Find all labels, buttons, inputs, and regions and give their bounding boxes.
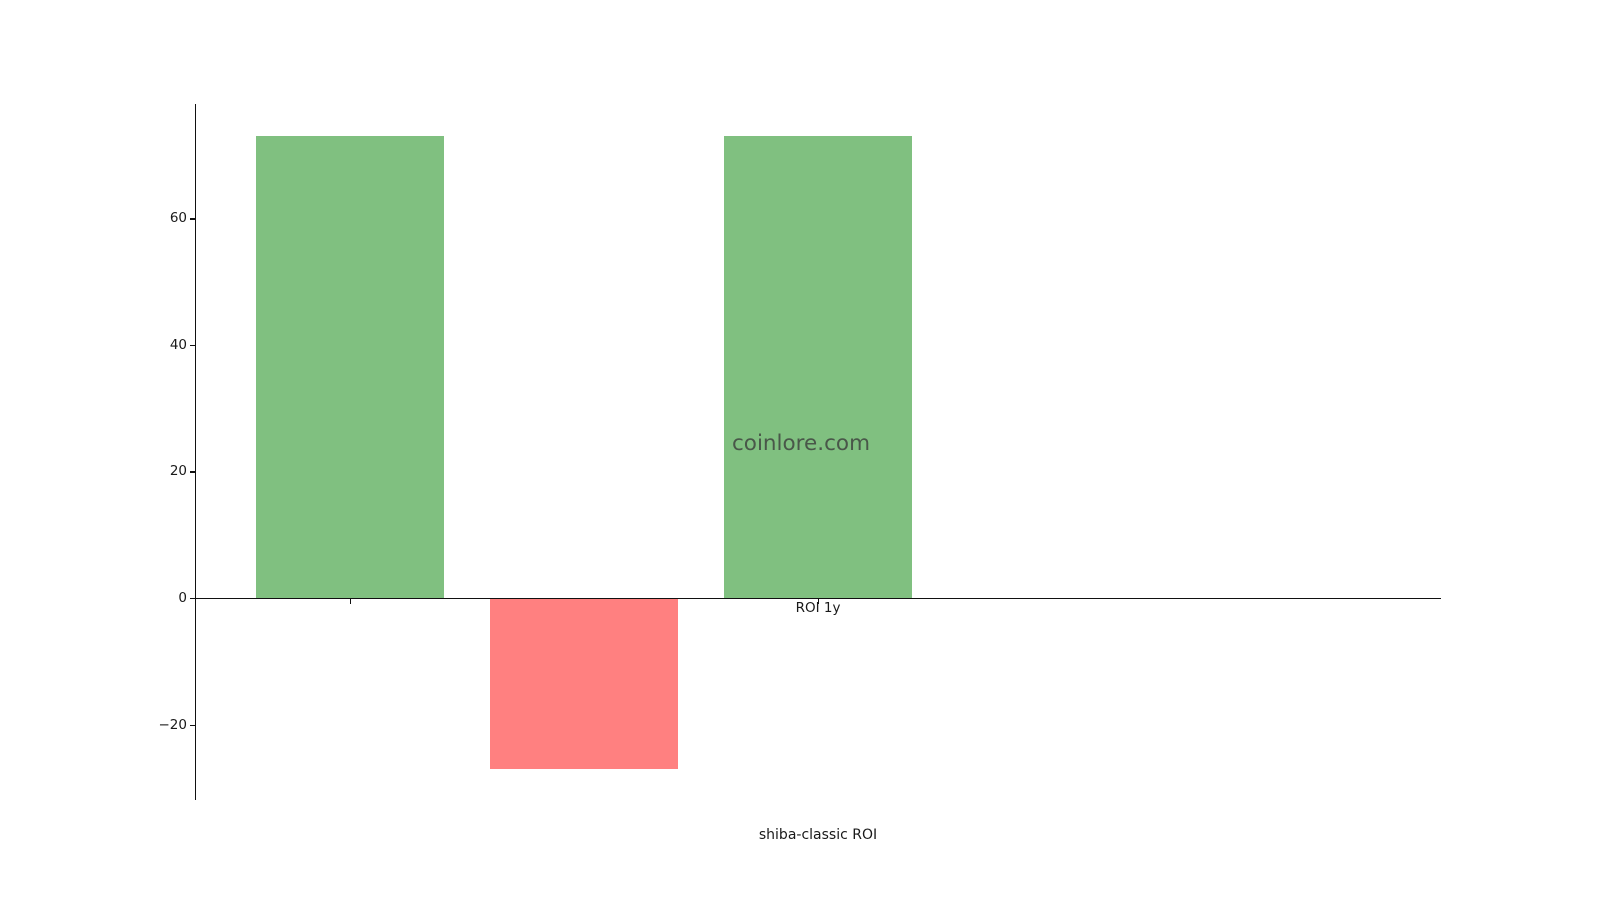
y-tick-label: 40 <box>169 336 187 353</box>
x-axis-line <box>195 598 1441 600</box>
y-tick-mark <box>190 471 195 473</box>
x-tick-mark <box>350 599 352 604</box>
y-tick-mark <box>190 598 195 600</box>
x-tick-mark <box>818 599 820 604</box>
y-tick-label: 60 <box>169 210 187 227</box>
y-tick-mark <box>190 344 195 347</box>
x-axis-title: shiba-classic ROI <box>758 827 878 843</box>
y-tick-label: 0 <box>178 590 187 606</box>
bar-3 <box>724 136 912 598</box>
x-tick-label: ROI 1y <box>795 600 841 616</box>
y-tick-label: −20 <box>158 716 188 733</box>
y-tick-mark <box>190 724 195 726</box>
bar-1 <box>256 136 444 598</box>
y-axis-spine <box>195 104 197 801</box>
bar-2 <box>490 598 678 769</box>
y-tick-label: 20 <box>169 463 187 480</box>
y-tick-mark <box>190 218 195 220</box>
watermark: coinlore.com <box>731 431 871 456</box>
